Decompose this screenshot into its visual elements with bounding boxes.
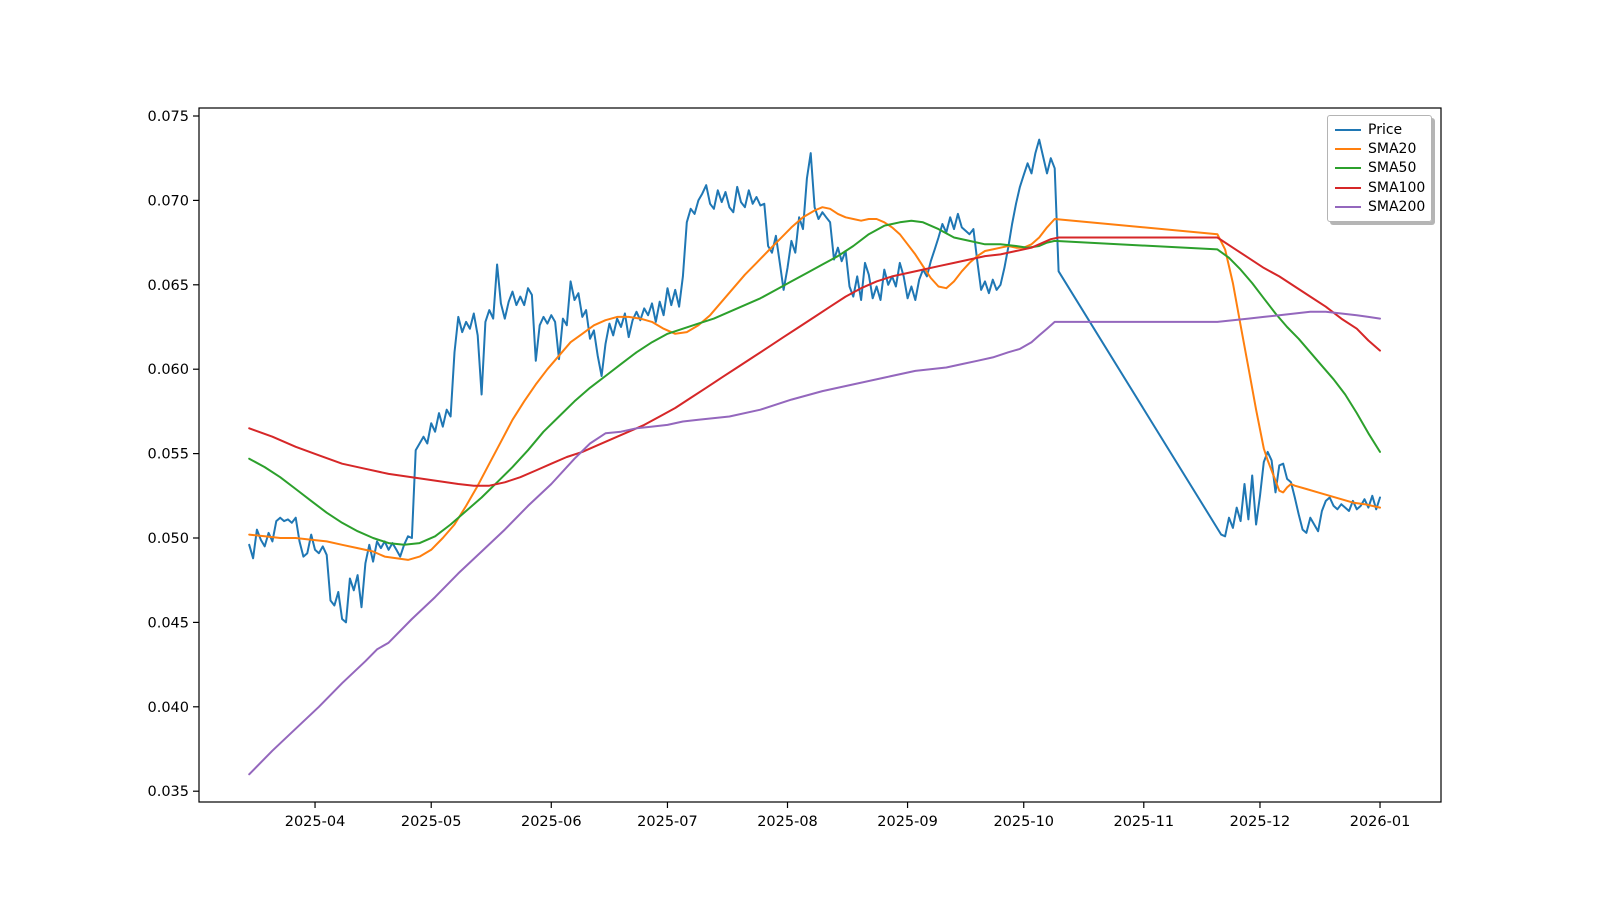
sma20-line-sample	[1335, 148, 1361, 151]
x-tick-label: 2025-05	[401, 814, 462, 830]
legend-label-sma20: SMA20	[1368, 141, 1417, 158]
y-tick-label: 0.040	[147, 700, 189, 716]
y-tick-label: 0.070	[147, 193, 189, 209]
x-tick-label: 2025-06	[521, 814, 582, 830]
plot-border	[198, 107, 1442, 803]
legend-label-sma100: SMA100	[1368, 179, 1426, 196]
legend-item-sma200: SMA200	[1335, 198, 1426, 217]
legend: Price SMA20 SMA50 SMA100 SMA200	[1327, 115, 1432, 222]
sma200-line	[248, 310, 1381, 776]
y-tick-label: 0.060	[147, 362, 189, 378]
price-line-sample	[1335, 128, 1361, 131]
x-tick-label: 2025-08	[757, 814, 818, 830]
y-tick-label: 0.055	[147, 447, 189, 463]
legend-item-sma50: SMA50	[1335, 159, 1424, 178]
legend-label-price: Price	[1368, 121, 1403, 138]
y-tick-label: 0.065	[147, 278, 189, 294]
x-tick-label: 2025-10	[993, 814, 1054, 830]
legend-item-sma20: SMA20	[1335, 139, 1424, 158]
y-tick-label: 0.075	[147, 109, 189, 125]
legend-item-sma100: SMA100	[1335, 178, 1426, 197]
x-tick-label: 2025-12	[1230, 814, 1291, 830]
price-line	[248, 138, 1381, 624]
sma50-line-sample	[1335, 167, 1361, 170]
sma200-line-sample	[1335, 206, 1361, 209]
legend-item-price: Price	[1335, 120, 1424, 139]
y-tick-label: 0.050	[147, 531, 189, 547]
legend-label-sma200: SMA200	[1368, 199, 1426, 216]
x-tick-label: 2025-11	[1113, 814, 1174, 830]
x-tick-label: 2026-01	[1350, 814, 1411, 830]
sma100-line-sample	[1335, 186, 1361, 189]
x-tick-label: 2025-04	[285, 814, 346, 830]
y-tick-label: 0.035	[147, 784, 189, 800]
sma20-line	[248, 206, 1381, 561]
x-tick-label: 2025-09	[877, 814, 938, 830]
legend-label-sma50: SMA50	[1368, 160, 1417, 177]
y-tick-label: 0.045	[147, 615, 189, 631]
sma50-line	[248, 219, 1381, 546]
x-tick-label: 2025-07	[637, 814, 698, 830]
sma100-line	[248, 236, 1381, 487]
